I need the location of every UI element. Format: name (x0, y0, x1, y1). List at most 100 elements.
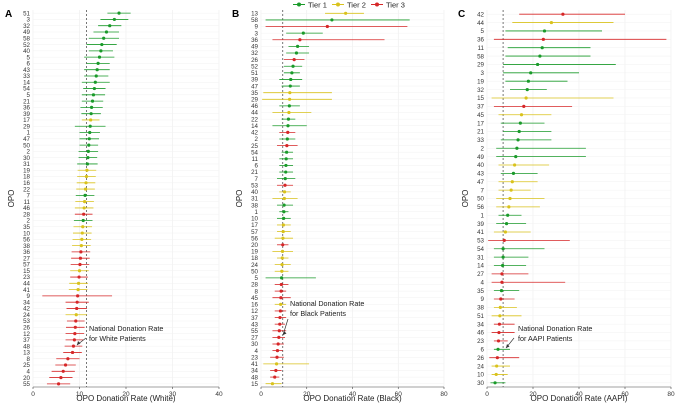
y-tick-label: 43 (23, 67, 30, 74)
y-tick-label: 3 (481, 70, 485, 77)
y-tick-label: 37 (23, 337, 30, 344)
data-point (287, 104, 291, 108)
data-point (282, 203, 286, 207)
data-point (79, 250, 83, 254)
y-tick-label: 30 (477, 380, 484, 387)
y-tick-label: 19 (23, 167, 30, 174)
data-point (286, 130, 290, 134)
x-tick-label: 0 (259, 391, 263, 398)
y-tick-label: 6 (481, 347, 485, 354)
data-point (82, 206, 86, 210)
data-point (117, 11, 121, 15)
y-tick-label: 17 (23, 117, 30, 124)
y-tick-label: 1 (481, 212, 485, 219)
y-tick-label: 8 (255, 288, 259, 295)
data-point (278, 309, 283, 313)
data-point (100, 42, 104, 47)
data-point (497, 330, 501, 335)
data-point (76, 281, 81, 285)
data-point (504, 222, 509, 226)
y-tick-label: 25 (23, 362, 30, 369)
data-point (76, 294, 80, 298)
y-tick-label: 21 (251, 169, 258, 176)
data-point (70, 350, 75, 355)
y-tick-label: 12 (23, 331, 30, 338)
data-point (83, 193, 87, 197)
y-axis-label: OPO (7, 190, 16, 208)
data-point (73, 325, 77, 329)
y-tick-label: 30 (23, 155, 30, 162)
y-tick-label: 32 (251, 50, 258, 57)
data-point (500, 272, 504, 276)
x-axis-label: OPO Donation Rate (White) (76, 394, 175, 403)
y-tick-label: 12 (251, 308, 258, 315)
data-point (85, 162, 90, 166)
y-tick-label: 39 (251, 77, 258, 84)
data-point (561, 12, 565, 16)
data-point (511, 171, 516, 175)
data-point (513, 163, 517, 167)
data-point (287, 97, 292, 101)
y-tick-label: 49 (23, 29, 30, 36)
data-point (292, 58, 296, 62)
data-point (89, 118, 93, 122)
y-tick-label: 35 (23, 224, 30, 231)
data-point (288, 84, 292, 88)
data-point (296, 44, 300, 48)
y-tick-label: 53 (23, 318, 30, 325)
data-point (74, 319, 78, 323)
data-point (275, 355, 279, 359)
y-tick-label: 58 (477, 53, 484, 60)
y-tick-label: 26 (477, 355, 484, 362)
data-point (80, 237, 84, 241)
data-point (522, 104, 526, 108)
data-point (108, 24, 112, 28)
data-point (104, 30, 109, 34)
data-point (526, 79, 531, 83)
data-point (93, 80, 97, 84)
x-tick-label: 20 (122, 391, 130, 398)
x-tick-label: 40 (349, 391, 357, 398)
y-tick-label: 42 (23, 306, 30, 313)
data-point (277, 329, 281, 333)
data-point (279, 276, 284, 280)
y-tick-label: 2 (481, 145, 485, 152)
data-point (501, 247, 505, 251)
y-tick-label: 41 (23, 287, 30, 294)
data-point (77, 275, 81, 279)
data-point (281, 223, 286, 227)
y-tick-label: 43 (477, 171, 484, 178)
y-tick-label: 39 (23, 111, 30, 118)
y-tick-label: 30 (251, 341, 258, 348)
data-point (493, 381, 497, 385)
y-tick-label: 48 (23, 343, 30, 350)
y-tick-label: 9 (255, 24, 259, 31)
panel-label: A (5, 9, 12, 20)
y-tick-label: 56 (251, 235, 258, 242)
y-tick-label: 27 (477, 271, 484, 278)
y-tick-label: 35 (251, 90, 258, 97)
data-point (273, 375, 277, 379)
y-tick-label: 55 (251, 328, 258, 335)
y-tick-label: 36 (251, 37, 258, 44)
data-point (289, 77, 293, 82)
y-tick-label: 52 (251, 63, 258, 70)
data-point (495, 356, 499, 360)
y-tick-label: 50 (251, 268, 258, 275)
y-tick-label: 54 (23, 86, 30, 93)
data-point (112, 17, 116, 22)
data-point (524, 96, 528, 100)
y-tick-label: 16 (251, 302, 258, 309)
y-tick-label: 48 (251, 374, 258, 381)
data-point (74, 313, 78, 317)
x-tick-label: 30 (169, 391, 177, 398)
data-point (59, 375, 63, 380)
x-tick-label: 0 (31, 391, 35, 398)
y-tick-label: 57 (251, 229, 258, 236)
y-tick-label: 15 (477, 95, 484, 102)
y-tick-label: 22 (251, 116, 258, 123)
data-point (86, 149, 90, 153)
y-tick-label: 56 (477, 204, 484, 211)
